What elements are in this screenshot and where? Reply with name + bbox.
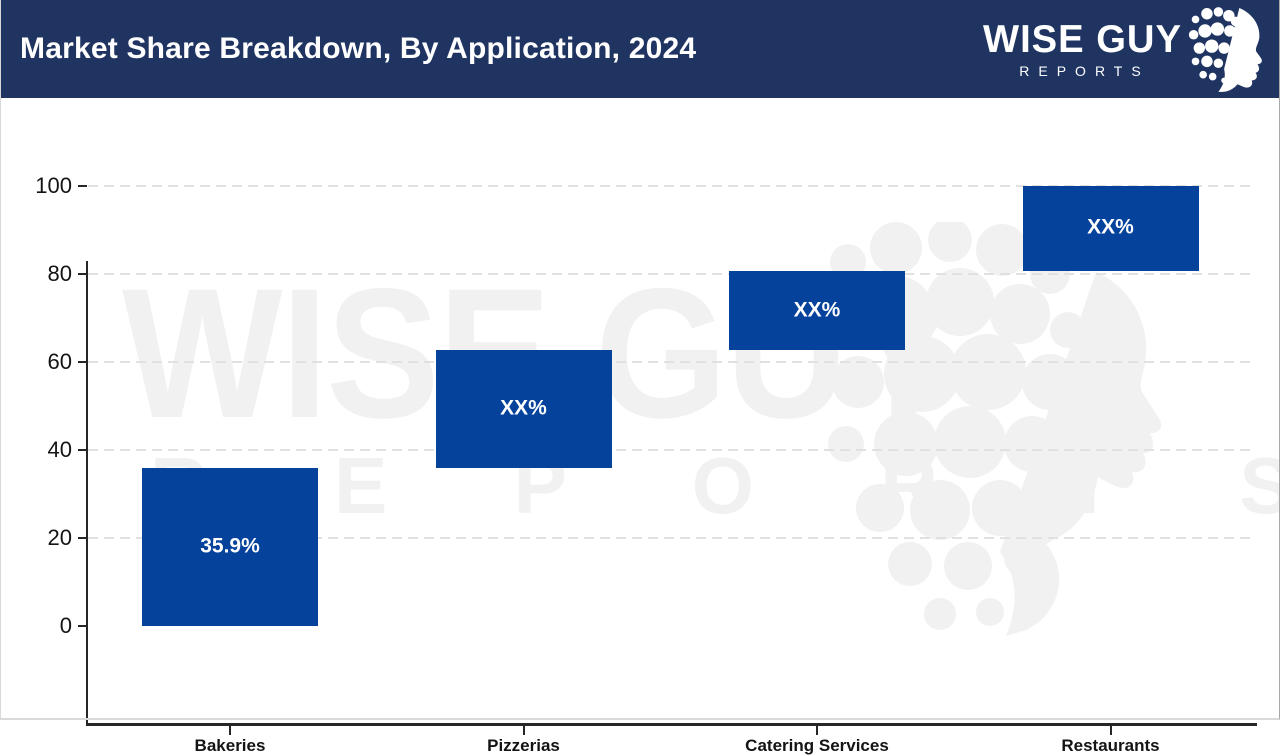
y-tick-label: 0 [59,613,72,638]
bar-value-label: XX% [793,298,841,322]
logo-text: WISE GUY REPORTS [981,20,1184,78]
bar-restaurants: XX% [1022,186,1199,271]
x-category-label: Catering Services [745,736,889,755]
gridline-y20 [88,537,1256,539]
y-tick-label: 40 [47,437,72,462]
gridline-y60 [88,361,1256,363]
page-title: Market Share Breakdown, By Application, … [20,32,697,65]
y-tick-mark [78,537,87,539]
y-tick-label: 20 [47,525,72,550]
bar-value-label: XX% [500,396,547,420]
y-tick-mark [78,273,87,275]
bar-value-label: XX% [1087,215,1134,239]
gridline-y100 [88,185,1256,187]
x-tick-mark [1109,726,1112,735]
x-category-label: Restaurants [1061,736,1160,755]
y-tick-mark [78,185,87,187]
bar-pizzerias: XX% [435,350,612,469]
y-tick-mark [78,361,87,363]
bar-value-label: 35.9% [200,534,260,558]
x-tick-mark [522,726,525,735]
y-tick-label: 60 [47,349,72,374]
logo-dotted-head-icon [1188,7,1262,92]
gridline-y40 [88,449,1256,451]
logo-subtitle: REPORTS [1019,63,1150,79]
y-axis-line [86,261,88,726]
x-category-label: Pizzerias [487,736,560,755]
header-bar: Market Share Breakdown, By Application, … [0,0,1280,98]
y-tick-mark [78,449,87,451]
bar-bakeries: 35.9% [142,468,318,626]
logo-wordmark: WISE GUY [982,18,1182,61]
x-axis-line [86,723,1257,726]
y-tick-label: 100 [35,173,72,198]
x-tick-mark [229,726,231,735]
bar-catering-services: XX% [729,270,905,351]
y-tick-label: 80 [47,261,72,286]
gridline-y80 [88,273,1256,275]
x-tick-mark [816,726,818,735]
wise-guy-reports-logo: WISE GUY REPORTS [981,0,1280,98]
y-tick-mark [78,625,87,627]
x-category-label: Bakeries [194,736,266,755]
